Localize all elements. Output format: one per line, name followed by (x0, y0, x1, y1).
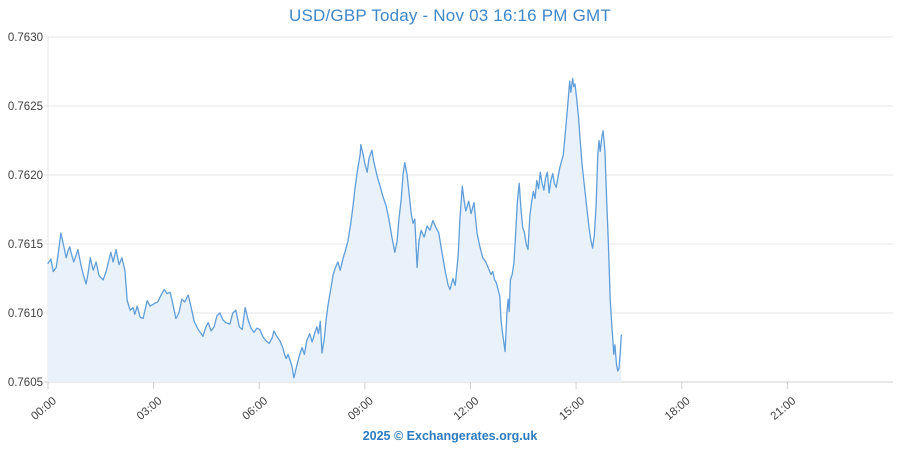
x-tick-label: 00:00 (29, 395, 59, 423)
y-tick-label: 0.7610 (8, 308, 43, 320)
x-tick-label: 06:00 (240, 395, 270, 423)
y-tick-label: 0.7630 (8, 32, 43, 44)
x-tick-label: 03:00 (135, 395, 165, 423)
copyright-link[interactable]: 2025 © Exchangerates.org.uk (362, 429, 538, 443)
x-tick-label: 12:00 (452, 395, 482, 423)
x-tick-label: 18:00 (663, 395, 693, 423)
x-tick-label: 09:00 (346, 395, 376, 423)
y-tick-label: 0.7620 (8, 170, 43, 182)
area-fill (48, 78, 622, 383)
x-tick-label: 21:00 (769, 395, 799, 423)
y-tick-label: 0.7615 (8, 239, 43, 251)
y-tick-label: 0.7625 (8, 101, 43, 113)
chart-title: USD/GBP Today - Nov 03 16:16 PM GMT (289, 6, 611, 25)
y-tick-label: 0.7605 (8, 377, 43, 389)
price-line (47, 77, 622, 379)
x-tick-label: 15:00 (557, 395, 587, 423)
